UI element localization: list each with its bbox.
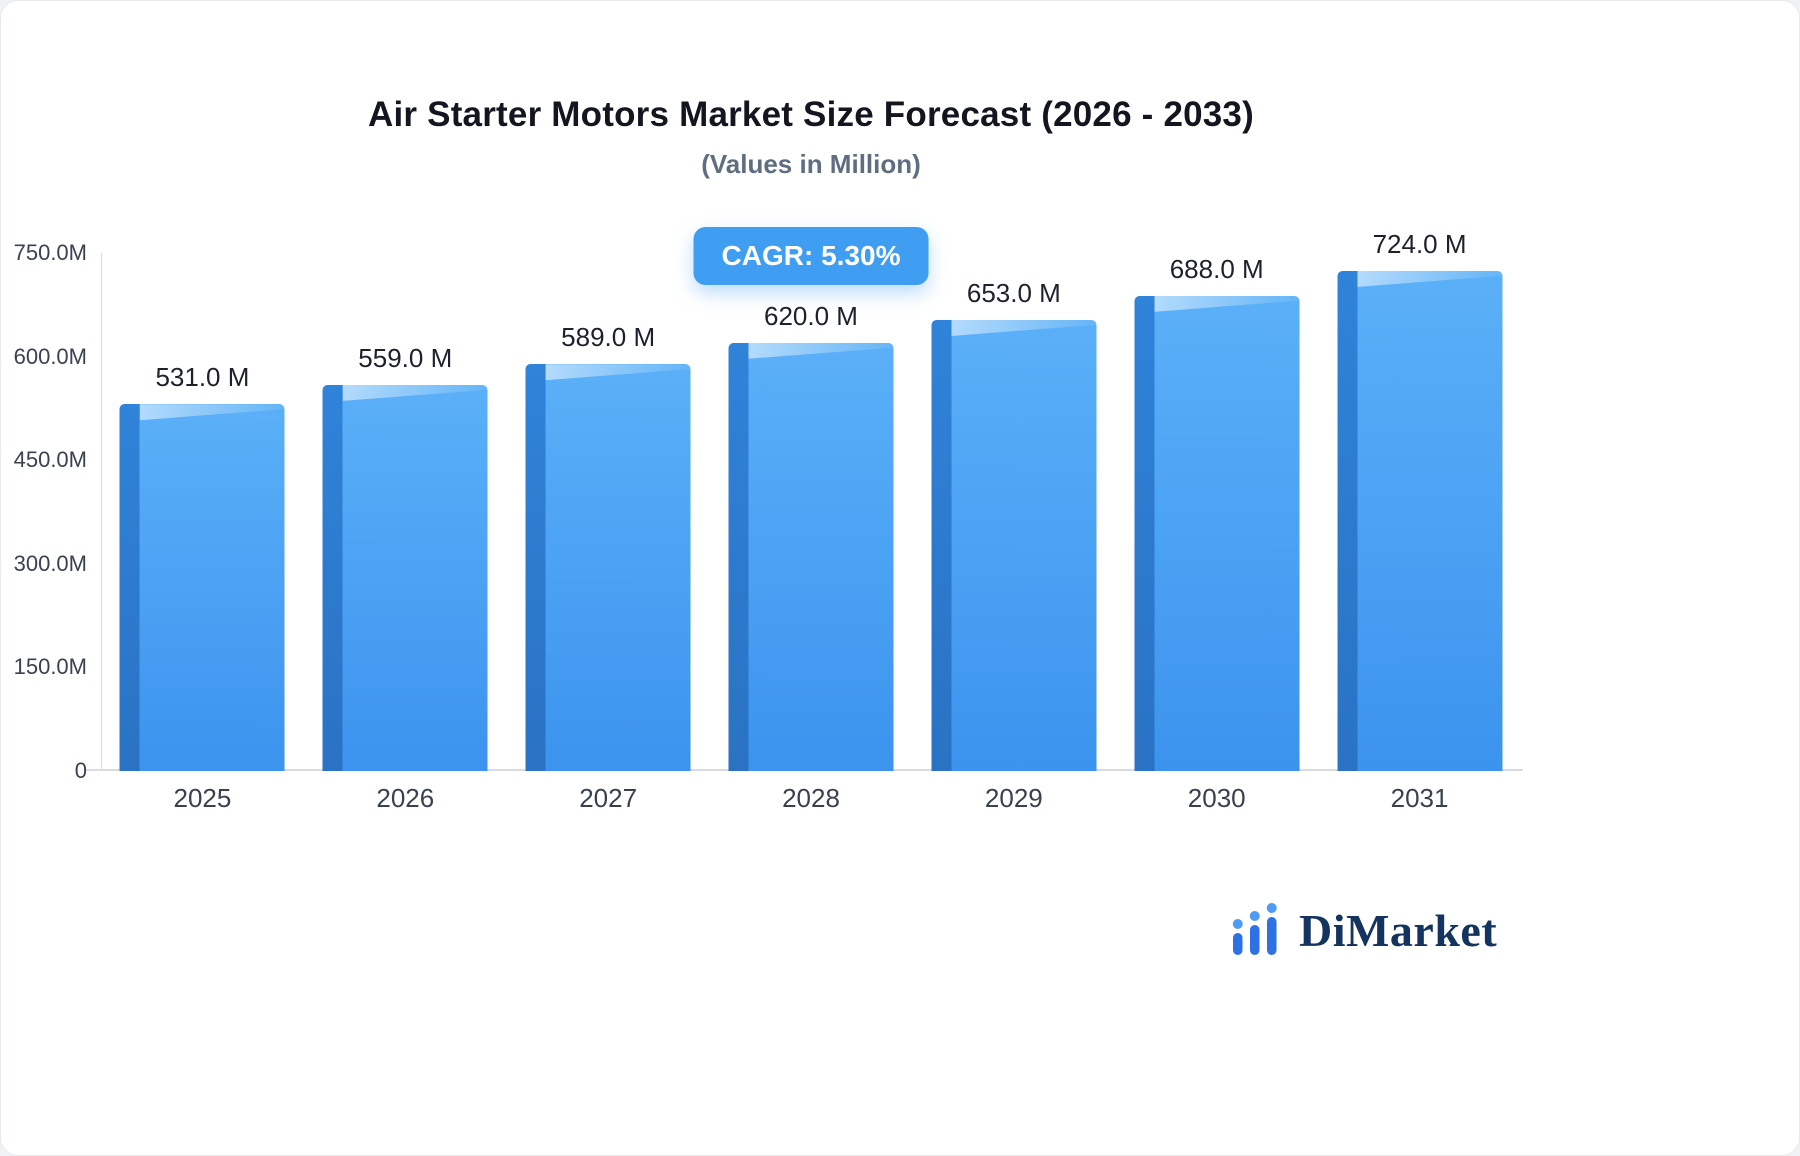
bar-face — [139, 404, 285, 771]
bar-3d-side — [322, 384, 343, 771]
bar-2029: 653.0 M — [931, 278, 1097, 771]
plot-area: 531.0 M 559.0 M 589.0 M 620.0 M 653.0 M 688.0… — [101, 229, 1521, 771]
bar-2031: 724.0 M — [1337, 229, 1503, 771]
bar-face — [748, 342, 894, 771]
bar-3d-side — [1134, 295, 1155, 771]
x-axis-label: 2031 — [1390, 783, 1449, 813]
bar-3d-side — [1337, 270, 1358, 771]
bar-2027: 589.0 M — [525, 322, 691, 771]
bar-face — [545, 364, 691, 771]
bar-2026: 559.0 M — [322, 343, 488, 771]
y-axis-tick-label: 600.0M — [13, 343, 87, 369]
bar-face — [951, 320, 1097, 771]
chart-subtitle: (Values in Million) — [701, 149, 921, 179]
y-axis-tick-label: 750.0M — [13, 240, 87, 265]
bar-2030: 688.0 M — [1134, 254, 1300, 771]
bar-value-label: 531.0 M — [155, 362, 250, 393]
bar-chart-logo-icon — [1232, 903, 1277, 955]
bar-face — [1154, 295, 1300, 771]
bar-3d-side — [931, 320, 952, 771]
bar-value-label: 688.0 M — [1169, 253, 1264, 284]
bar-value-label: 620.0 M — [764, 300, 858, 331]
bar-3d-side — [119, 404, 140, 771]
bar-3d-side — [525, 364, 546, 771]
x-axis-label: 2027 — [579, 783, 638, 813]
bar-value-label: 724.0 M — [1372, 228, 1467, 259]
y-axis-tick-label: 450.0M — [13, 447, 87, 473]
x-axis-label: 2029 — [984, 783, 1043, 813]
bar-2028: 620.0 M — [728, 301, 894, 771]
x-axis-label: 2026 — [376, 783, 435, 813]
cagr-badge: CAGR: 5.30% — [693, 227, 929, 285]
brand-logo: DiMarket — [1229, 901, 1497, 959]
x-axis-label: 2028 — [782, 783, 840, 813]
bar-face — [342, 384, 488, 771]
bar-value-label: 653.0 M — [966, 278, 1061, 308]
bar-value-label: 559.0 M — [358, 342, 453, 373]
x-axis-label: 2030 — [1187, 783, 1246, 813]
y-axis-line — [101, 253, 102, 771]
y-axis-tick-label: 300.0M — [13, 550, 87, 576]
y-axis-tick-label: 0 — [74, 758, 87, 783]
brand-name: DiMarket — [1299, 904, 1498, 956]
bar-face — [1357, 270, 1503, 771]
y-axis: 750.0M 600.0M 450.0M 300.0M 150.0M 0 — [1, 240, 87, 783]
chart-title: Air Starter Motors Market Size Forecast … — [368, 95, 1254, 134]
bar-2025: 531.0 M — [119, 362, 285, 771]
x-axis-label: 2025 — [173, 783, 232, 813]
y-axis-tick-label: 150.0M — [13, 654, 87, 680]
bar-value-label: 589.0 M — [561, 322, 656, 353]
x-axis-labels: 2025 2026 2027 2028 2029 2030 2031 — [101, 783, 1521, 823]
bar-3d-side — [728, 342, 749, 771]
